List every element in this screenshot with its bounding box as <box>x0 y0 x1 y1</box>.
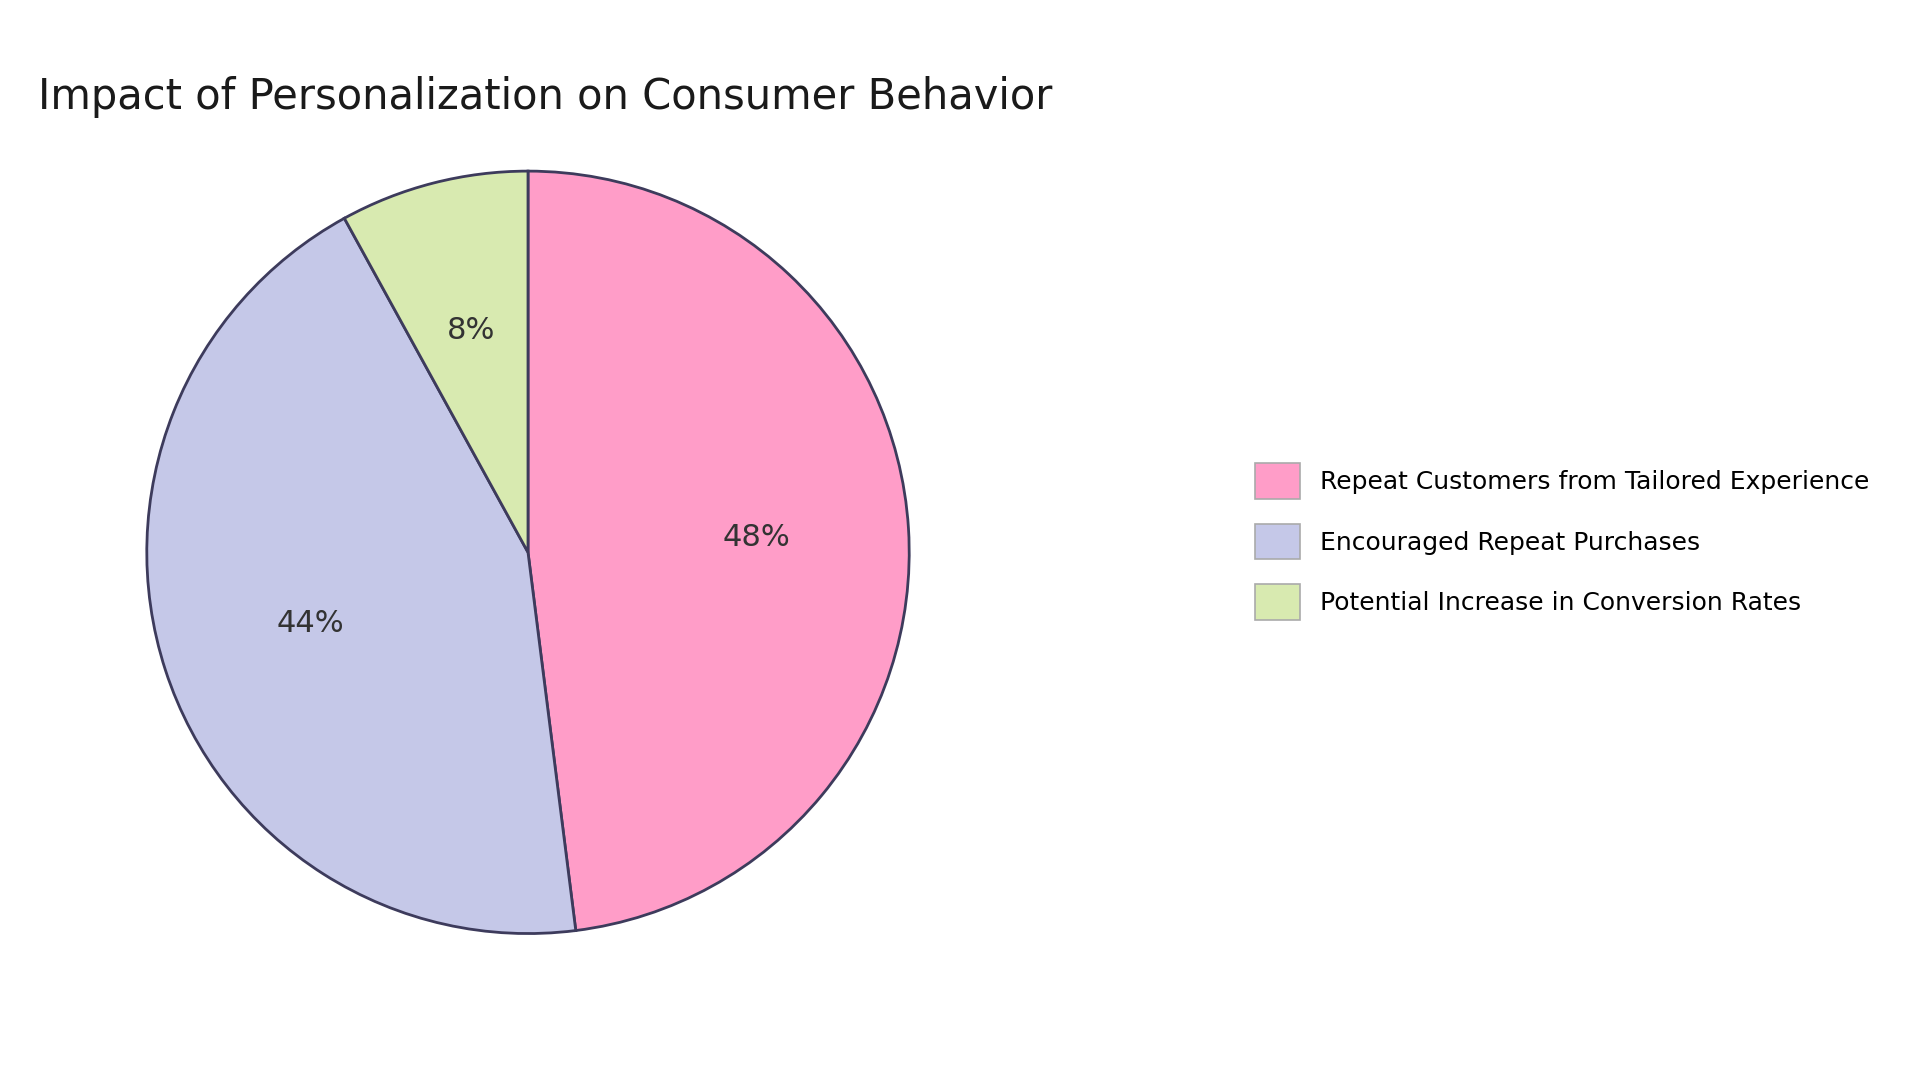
Text: Impact of Personalization on Consumer Behavior: Impact of Personalization on Consumer Be… <box>38 76 1052 118</box>
Legend: Repeat Customers from Tailored Experience, Encouraged Repeat Purchases, Potentia: Repeat Customers from Tailored Experienc… <box>1256 464 1868 619</box>
Text: 8%: 8% <box>447 316 495 345</box>
Wedge shape <box>344 171 528 552</box>
Text: 44%: 44% <box>276 609 344 638</box>
Wedge shape <box>146 219 576 934</box>
Text: 48%: 48% <box>722 523 791 552</box>
Wedge shape <box>528 171 910 930</box>
